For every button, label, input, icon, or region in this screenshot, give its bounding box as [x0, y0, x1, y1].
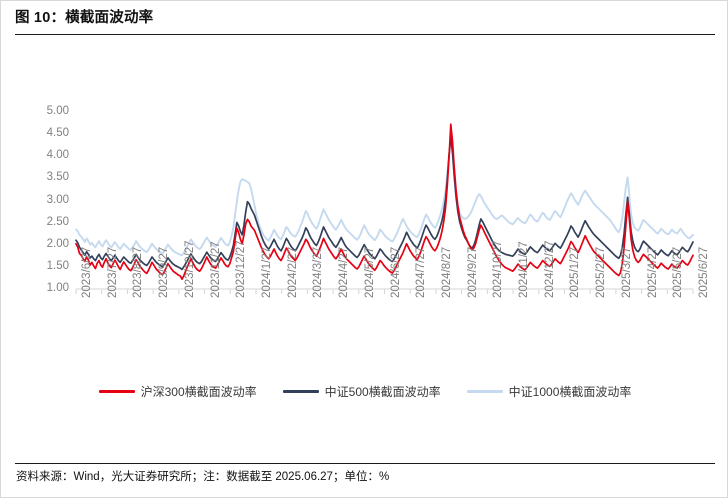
chart-container: 1.00 1.50 2.00 2.50 3.00 3.50 4.00 4.50 5.00 202… [15, 41, 715, 459]
y-axis-tick-label: 5.00 [46, 105, 69, 117]
x-axis-tick-label: 2025/1/27 [569, 246, 582, 298]
x-axis-tick-label: 2024/2/27 [286, 246, 299, 298]
x-axis-tick-label: 2025/3/27 [620, 246, 633, 298]
x-axis-tick-label: 2024/12/27 [543, 240, 556, 298]
x-axis-tick-label: 2023/7/27 [106, 246, 119, 298]
x-axis-tick-label: 2024/8/27 [440, 246, 453, 298]
legend-item[interactable]: 中证1000横截面波动率 [466, 383, 632, 400]
legend-label: 中证1000横截面波动率 [508, 385, 632, 399]
y-axis-tick-label: 2.50 [46, 215, 69, 228]
y-axis-tick-label: 4.50 [46, 127, 69, 140]
x-axis-tick-label: 2023/8/27 [132, 246, 145, 298]
legend-item[interactable]: 沪深300横截面波动率 [98, 383, 257, 400]
line-chart-plot [75, 123, 694, 294]
y-axis-tick-label: 4.00 [46, 149, 69, 162]
x-axis-tick-label: 2025/2/27 [595, 246, 608, 298]
x-axis-tick-label: 2024/9/27 [466, 246, 479, 298]
x-axis-tick-label: 2023/10/27 [183, 240, 196, 298]
series-line [75, 135, 694, 271]
x-axis-tick-label: 2023/11/27 [209, 241, 222, 298]
x-axis-tick-label: 2025/6/27 [698, 246, 710, 298]
source-note: 资料来源：Wind，光大证券研究所；注：数据截至 2025.06.27；单位：% [16, 471, 390, 483]
legend-swatch-icon [466, 390, 503, 393]
legend-label: 沪深300横截面波动率 [140, 385, 257, 399]
x-axis-tick-label: 2024/3/27 [312, 246, 325, 298]
chart-legend: 沪深300横截面波动率 中证500横截面波动率 中证1000横截面波动率 [15, 383, 715, 400]
x-axis-tick-label: 2025/4/27 [646, 246, 659, 298]
x-axis-tick-label: 2024/7/27 [415, 246, 428, 298]
legend-item[interactable]: 中证500横截面波动率 [282, 383, 441, 400]
x-axis-tick-label: 2023/12/27 [235, 240, 248, 298]
y-axis-tick-label: 3.50 [46, 171, 69, 184]
y-axis-tick-label: 1.50 [46, 259, 69, 272]
page-title: 图 10：横截面波动率 [15, 10, 154, 26]
legend-label: 中证500横截面波动率 [324, 385, 441, 399]
x-axis-tick-label: 2024/1/27 [260, 246, 273, 298]
title-divider [15, 34, 715, 35]
series-line [75, 123, 694, 280]
x-axis-tick-label: 2023/6/27 [81, 246, 93, 298]
x-axis-tick-label: 2024/11/27 [518, 241, 531, 298]
figure-title-bar: 图 10：横截面波动率 [15, 8, 715, 34]
x-axis-tick-label: 2024/4/27 [338, 246, 351, 298]
x-axis-tick-label: 2024/6/27 [389, 246, 402, 298]
legend-swatch-icon [98, 390, 135, 393]
footer-divider [15, 463, 715, 464]
y-axis-tick-label: 3.00 [46, 193, 69, 206]
series-line [75, 138, 694, 257]
y-axis-tick-label: 1.00 [46, 282, 69, 294]
x-axis-tick-label: 2024/10/27 [492, 240, 505, 298]
x-axis-tick-label: 2025/5/27 [672, 246, 685, 298]
legend-swatch-icon [282, 390, 319, 393]
x-axis-tick-label: 2024/5/27 [363, 246, 376, 298]
y-axis-tick-label: 2.00 [46, 237, 69, 250]
x-axis-tick-label: 2023/9/27 [158, 246, 171, 298]
